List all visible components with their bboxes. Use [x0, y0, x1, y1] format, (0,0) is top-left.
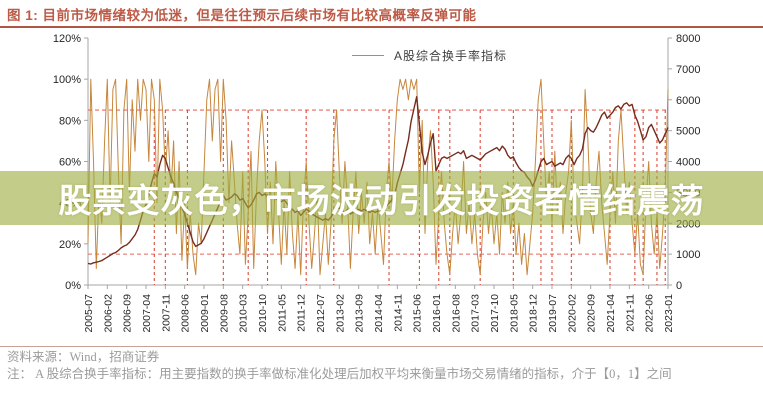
svg-text:2020-09: 2020-09	[586, 294, 598, 333]
event-marker-lines	[153, 110, 666, 285]
chart-legend: A股综合换手率指标	[352, 47, 507, 64]
svg-text:1000: 1000	[676, 249, 700, 261]
svg-text:2005-07: 2005-07	[83, 294, 95, 333]
svg-text:2009-01: 2009-01	[199, 294, 211, 333]
svg-text:80%: 80%	[59, 115, 81, 127]
watermark-banner: 股票变灰色，市场波动引发投资者情绪震荡	[0, 171, 763, 225]
svg-text:2018-05: 2018-05	[508, 294, 520, 333]
svg-text:2006-02: 2006-02	[102, 294, 114, 333]
svg-text:2013-02: 2013-02	[334, 294, 346, 333]
footer-divider	[0, 346, 763, 347]
svg-text:4000: 4000	[676, 157, 700, 169]
svg-text:2017-10: 2017-10	[489, 294, 501, 333]
svg-text:100%: 100%	[53, 74, 81, 86]
svg-text:2021-11: 2021-11	[624, 294, 636, 332]
svg-text:2020-02: 2020-02	[566, 294, 578, 333]
svg-text:2006-09: 2006-09	[122, 294, 134, 333]
svg-text:2011-05: 2011-05	[276, 294, 288, 332]
figure-title: 图 1: 目前市场情绪较为低迷，但是往往预示后续市场有比较高概率反弹可能	[7, 8, 477, 23]
svg-text:2012-07: 2012-07	[315, 294, 327, 333]
svg-text:2014-11: 2014-11	[392, 294, 404, 332]
svg-text:2008-06: 2008-06	[180, 294, 192, 333]
svg-text:6000: 6000	[676, 95, 700, 107]
svg-text:2016-08: 2016-08	[450, 294, 462, 333]
svg-text:2010-10: 2010-10	[257, 294, 269, 333]
svg-text:5000: 5000	[676, 126, 700, 138]
legend-label: A股综合换手率指标	[394, 49, 508, 63]
svg-text:7000: 7000	[676, 64, 700, 76]
svg-text:2007-11: 2007-11	[160, 294, 172, 332]
svg-text:2009-08: 2009-08	[218, 294, 230, 333]
svg-text:2013-09: 2013-09	[354, 294, 366, 333]
svg-text:2010-03: 2010-03	[238, 294, 250, 333]
svg-text:0: 0	[676, 280, 682, 292]
svg-text:120%: 120%	[53, 33, 81, 45]
svg-text:2007-04: 2007-04	[141, 294, 153, 333]
note-line: 注： A 股综合换手率指标：用主要指数的换手率做标准化处理后加权平均来衡量市场交…	[7, 367, 672, 381]
svg-text:2018-12: 2018-12	[528, 294, 540, 333]
svg-text:2011-12: 2011-12	[296, 294, 308, 332]
legend-line-swatch	[352, 55, 384, 56]
svg-text:2016-01: 2016-01	[431, 294, 443, 333]
footer-notes: 资料来源：Wind，招商证券 注： A 股综合换手率指标：用主要指数的换手率做标…	[7, 349, 755, 383]
title-divider	[0, 26, 763, 28]
axis-labels: 0%20%40%60%80%100%120%010002000300040005…	[53, 33, 701, 333]
svg-text:2022-06: 2022-06	[644, 294, 656, 333]
svg-text:60%: 60%	[59, 157, 81, 169]
svg-text:8000: 8000	[676, 33, 700, 45]
source-line: 资料来源：Wind，招商证券	[7, 350, 160, 364]
svg-text:2023-01: 2023-01	[663, 294, 675, 333]
svg-text:2019-07: 2019-07	[547, 294, 559, 333]
svg-text:2017-03: 2017-03	[470, 294, 482, 333]
svg-text:0%: 0%	[65, 280, 81, 292]
svg-text:2014-04: 2014-04	[373, 294, 385, 333]
svg-text:2021-04: 2021-04	[605, 294, 617, 333]
svg-text:2015-06: 2015-06	[412, 294, 424, 333]
svg-text:20%: 20%	[59, 239, 81, 251]
watermark-text: 股票变灰色，市场波动引发投资者情绪震荡	[58, 182, 705, 219]
